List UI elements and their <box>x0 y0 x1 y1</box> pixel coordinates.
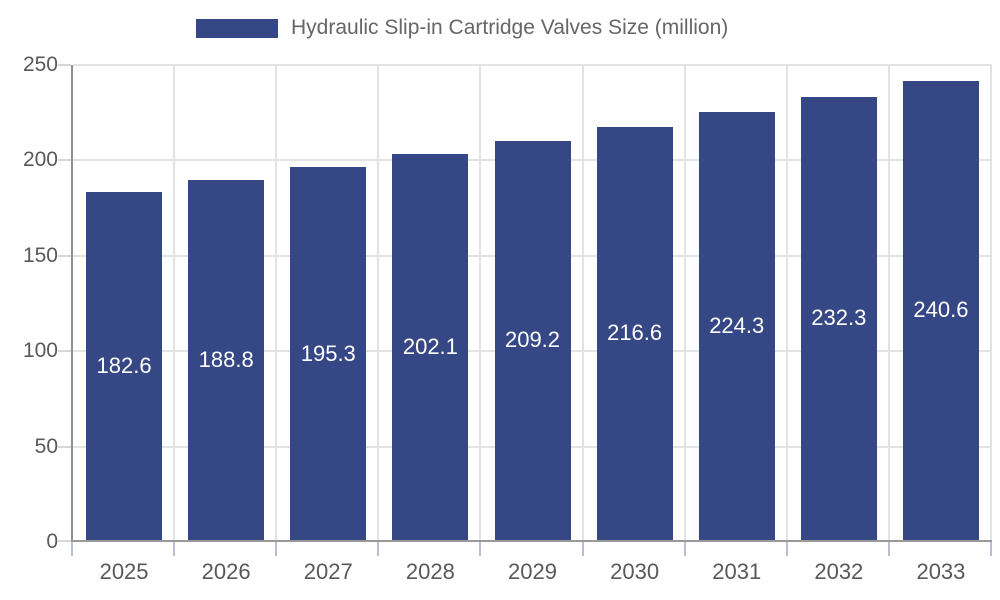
bar-value-label: 224.3 <box>709 313 765 339</box>
plot-area: 0 50 100 150 200 250 182.6 2025 188.8 2026 195.3 20… <box>23 53 992 584</box>
x-tick-label: 2030 <box>610 559 660 584</box>
x-axis-tick <box>377 542 380 556</box>
x-axis-tick <box>990 542 992 556</box>
bar: 232.3 <box>800 96 877 540</box>
x-axis-tick <box>581 542 584 556</box>
x-gridline <box>683 65 686 542</box>
y-tick-label: 150 <box>22 243 58 267</box>
y-axis-tick <box>58 254 71 257</box>
x-axis-tick <box>785 542 788 556</box>
bar: 216.6 <box>596 126 673 540</box>
x-axis-tick <box>275 542 278 556</box>
x-axis-line <box>71 540 992 542</box>
y-tick-label: 100 <box>22 339 58 363</box>
x-gridline <box>479 65 482 542</box>
y-tick-label: 250 <box>22 53 58 76</box>
bar-value-label: 182.6 <box>96 352 152 378</box>
x-tick-label: 2033 <box>916 559 966 584</box>
y-tick-label: 200 <box>22 148 58 172</box>
y-axis-tick <box>58 64 71 66</box>
bar: 182.6 <box>86 191 163 540</box>
bar: 195.3 <box>290 167 367 540</box>
x-tick-label: 2032 <box>814 559 864 584</box>
x-gridline <box>990 65 992 542</box>
x-gridline <box>173 65 176 542</box>
x-gridline <box>581 65 584 542</box>
legend-swatch <box>196 18 278 38</box>
x-gridline <box>377 65 380 542</box>
x-tick-label: 2029 <box>508 559 557 584</box>
bar-value-label: 209.2 <box>504 327 561 353</box>
x-tick-label: 2026 <box>201 559 251 584</box>
y-axis-tick <box>58 445 71 448</box>
x-gridline <box>275 65 278 542</box>
bar-value-label: 232.3 <box>811 305 867 331</box>
bar-value-label: 195.3 <box>300 340 356 366</box>
y-gridline <box>73 64 992 66</box>
chart-legend: Hydraulic Slip-in Cartridge Valves Size … <box>196 16 728 40</box>
bar-value-label: 216.6 <box>607 320 663 346</box>
bar-value-label: 240.6 <box>913 297 969 323</box>
y-tick-label: 50 <box>34 434 58 458</box>
x-axis-tick <box>887 542 890 556</box>
y-axis-tick <box>58 350 71 353</box>
bar: 224.3 <box>698 112 775 540</box>
y-axis-line <box>71 65 73 542</box>
y-axis-tick <box>58 159 71 162</box>
x-tick-label: 2028 <box>405 559 455 584</box>
y-tick-label: 0 <box>46 530 58 553</box>
bar-value-label: 188.8 <box>198 346 254 372</box>
x-axis-tick <box>683 542 686 556</box>
bar: 209.2 <box>494 140 571 540</box>
bar: 202.1 <box>392 154 469 540</box>
x-axis-tick <box>71 542 73 556</box>
x-gridline <box>887 65 890 542</box>
x-gridline <box>785 65 788 542</box>
bar: 188.8 <box>188 179 265 540</box>
x-axis-tick <box>479 542 482 556</box>
x-tick-label: 2025 <box>99 559 149 584</box>
y-axis-tick <box>58 540 71 542</box>
bar-value-label: 202.1 <box>402 334 458 360</box>
legend-label: Hydraulic Slip-in Cartridge Valves Size … <box>291 16 729 39</box>
bar: 240.6 <box>902 80 979 540</box>
x-tick-label: 2031 <box>712 559 762 584</box>
x-axis-tick <box>173 542 176 556</box>
x-tick-label: 2027 <box>303 559 353 584</box>
